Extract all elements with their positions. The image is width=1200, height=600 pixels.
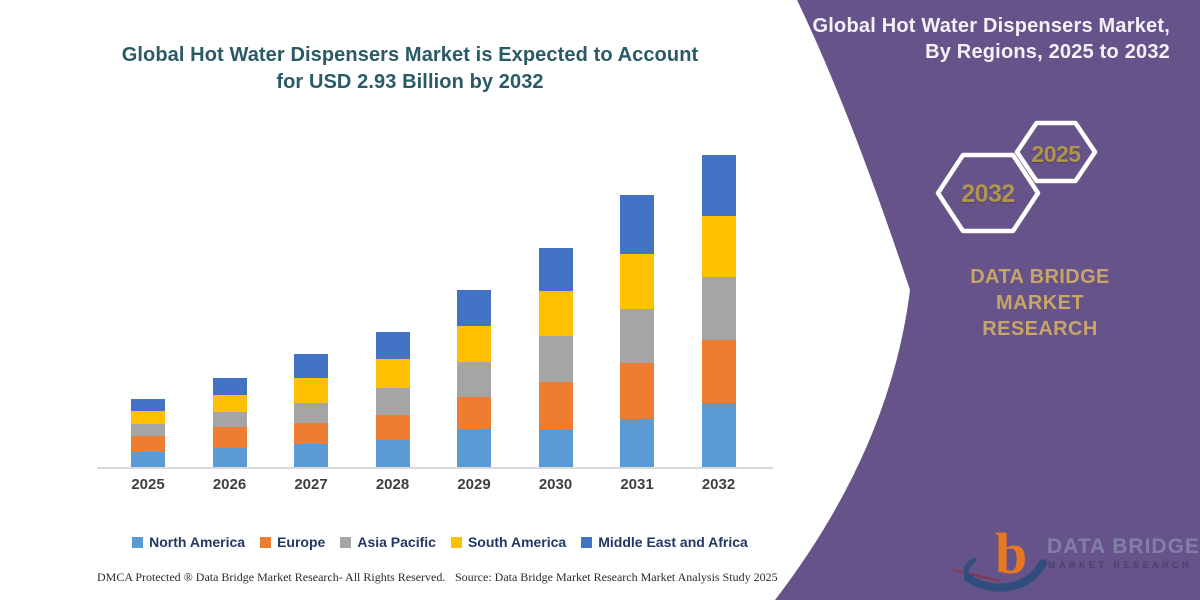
legend-item-north-america: North America [132,534,245,550]
bar-2032-europe [701,340,736,404]
bar-2031-asia-pacific [620,309,654,363]
bar-2029-north-america [457,428,491,467]
legend-swatch-middle-east-and-africa [581,536,593,548]
bar-2031-south-america [620,254,654,310]
bar-2029-asia-pacific [457,361,491,397]
hexagon-2025-outline [1014,120,1098,184]
bar-2026-asia-pacific [212,411,247,427]
hexagon-2032-label: 2032 [961,180,1015,208]
brand-wordmark: DATA BRIDGE MARKET RESEARCH [925,264,1155,342]
bar-2025-south-america [131,410,165,425]
svg-text:MARKET RESEARCH: MARKET RESEARCH [1048,560,1192,570]
x-axis-label-2030: 2030 [538,476,573,493]
x-axis-label-2032: 2032 [701,476,736,493]
legend-label-europe: Europe [277,534,326,550]
bar-2032-south-america [701,215,736,278]
svg-text:b: b [995,521,1027,586]
bar-2027-north-america [294,443,328,467]
x-axis-label-2031: 2031 [620,476,654,493]
legend-item-south-america: South America [450,534,567,550]
dmca-footer-text: DMCA Protected ® Data Bridge Market Rese… [97,570,446,584]
bar-2032-asia-pacific [701,277,736,341]
x-axis-label-2028: 2028 [375,476,410,493]
x-axis-line [97,467,773,469]
data-bridge-logo: b DATA BRIDGE MARKET RESEARCH [952,521,1200,592]
bar-2025-north-america [131,452,165,467]
bar-2026-europe [212,426,247,448]
hexagon-2025-label: 2025 [1031,141,1081,167]
legend-label-middle-east-and-africa: Middle East and Africa [598,534,748,550]
bar-2029-europe [457,396,491,429]
legend-swatch-south-america [450,536,462,548]
bar-2028-north-america [375,440,410,467]
legend-swatch-asia-pacific [340,536,352,548]
legend-swatch-north-america [132,536,144,548]
x-axis-label-2025: 2025 [131,476,165,493]
brand-line1: DATA BRIDGE MARKET [970,266,1110,314]
bar-2025-asia-pacific [131,424,165,437]
bar-2030-asia-pacific [538,336,573,382]
bar-2026-north-america [212,447,247,467]
legend-swatch-europe [260,536,272,548]
hexagon-2032-outline [935,152,1041,234]
bar-2025-middle-east-and-africa [131,398,165,411]
brand-line2: RESEARCH [982,318,1098,340]
chart-title-line1: Global Hot Water Dispensers Market is Ex… [121,44,699,66]
bar-2028-asia-pacific [375,388,410,415]
bar-2032-north-america [701,403,736,467]
bar-2028-middle-east-and-africa [375,331,410,360]
x-axis-label-2029: 2029 [457,476,491,493]
panel-title: Global Hot Water Dispensers Market, By R… [750,13,1170,65]
legend-label-north-america: North America [149,534,246,550]
bar-2026-middle-east-and-africa [212,377,247,395]
bar-2030-south-america [538,291,573,337]
bar-2025-europe [131,436,165,453]
bar-2028-europe [375,414,410,441]
chart-title-line2: for USD 2.93 Billion by 2032 [276,71,544,93]
bar-2030-middle-east-and-africa [538,247,573,292]
bar-2029-south-america [457,326,491,362]
bar-2030-north-america [538,429,573,467]
bar-2027-europe [294,423,328,444]
legend-item-middle-east-and-africa: Middle East and Africa [581,534,748,550]
bar-2031-europe [620,362,654,420]
legend-label-south-america: South America [467,534,567,550]
bar-2028-south-america [375,359,410,389]
bar-2030-europe [538,381,573,430]
bar-2031-north-america [620,419,654,467]
bar-2027-south-america [294,377,328,404]
bar-2027-middle-east-and-africa [294,354,328,378]
panel-title-line2: By Regions, 2025 to 2032 [925,41,1170,63]
bar-2029-middle-east-and-africa [457,290,491,327]
legend-label-asia-pacific: Asia Pacific [357,534,436,550]
x-axis-label-2026: 2026 [212,476,247,493]
chart-legend: North America Europe Asia Pacific South Ame… [60,531,820,553]
bar-2032-middle-east-and-africa [701,154,736,216]
legend-item-europe: Europe [260,534,325,550]
chart-title: Global Hot Water Dispensers Market is Ex… [60,42,760,96]
panel-title-line1: Global Hot Water Dispensers Market, [812,15,1170,37]
svg-text:DATA BRIDGE: DATA BRIDGE [1047,535,1200,558]
bar-2027-asia-pacific [294,403,328,424]
legend-item-asia-pacific: Asia Pacific [340,534,436,550]
bar-2031-middle-east-and-africa [620,195,654,254]
x-axis-label-2027: 2027 [294,476,328,493]
source-footer-text: Source: Data Bridge Market Research Mark… [455,570,778,584]
bar-2026-south-america [212,394,247,412]
